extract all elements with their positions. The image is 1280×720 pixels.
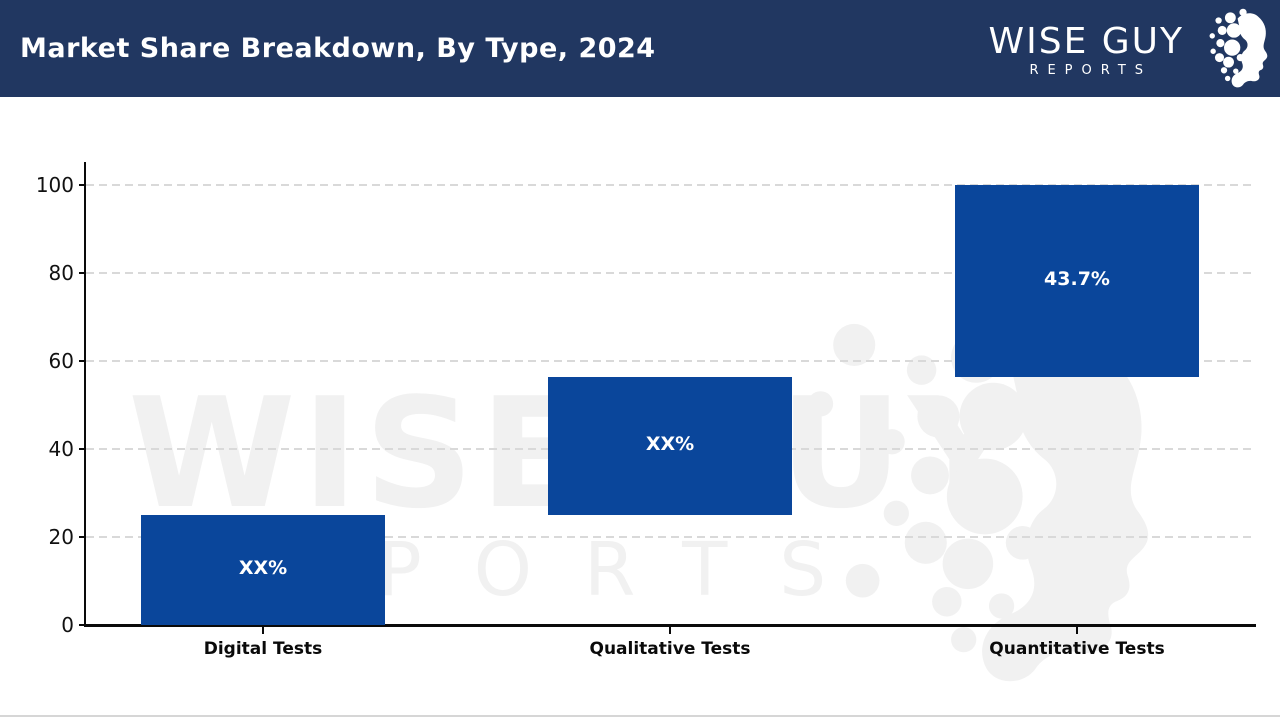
y-tick-label-40: 40 xyxy=(48,437,74,461)
gridline-80 xyxy=(86,272,1256,274)
y-tick-label-60: 60 xyxy=(48,349,74,373)
x-tick-label-quantitative-tests: Quantitative Tests xyxy=(989,639,1165,659)
logo-wordmark: WISE GUY xyxy=(988,20,1184,62)
y-tick-60 xyxy=(79,360,86,362)
gridline-20 xyxy=(86,536,1256,538)
page-title: Market Share Breakdown, By Type, 2024 xyxy=(20,33,656,64)
y-tick-20 xyxy=(79,536,86,538)
bar-digital-tests xyxy=(141,515,385,625)
x-tick-qualitative-tests xyxy=(669,627,671,634)
y-tick-100 xyxy=(79,184,86,186)
y-tick-80 xyxy=(79,272,86,274)
y-tick-label-100: 100 xyxy=(35,173,74,197)
x-tick-label-qualitative-tests: Qualitative Tests xyxy=(589,639,751,659)
logo-text: WISE GUY REPORTS xyxy=(989,21,1185,78)
bar-qualitative-tests xyxy=(548,377,792,515)
y-tick-40 xyxy=(79,448,86,450)
bottom-divider xyxy=(0,715,1280,717)
y-tick-0 xyxy=(79,624,86,626)
x-axis xyxy=(84,624,1256,627)
header-bar: Market Share Breakdown, By Type, 2024 WI… xyxy=(0,0,1280,97)
x-tick-label-digital-tests: Digital Tests xyxy=(203,639,323,659)
y-tick-label-80: 80 xyxy=(48,261,74,285)
bar-label-digital-tests: XX% xyxy=(238,557,288,579)
y-tick-label-20: 20 xyxy=(48,525,74,549)
bar-label-quantitative-tests: 43.7% xyxy=(1044,268,1110,291)
x-tick-quantitative-tests xyxy=(1076,627,1078,634)
x-tick-digital-tests xyxy=(262,627,264,634)
y-tick-label-0: 0 xyxy=(61,613,74,637)
y-axis xyxy=(84,162,86,627)
logo-face-icon xyxy=(1209,8,1268,88)
gridline-60 xyxy=(86,360,1256,362)
logo-subtext: REPORTS xyxy=(1029,62,1153,78)
bar-label-qualitative-tests: XX% xyxy=(645,433,695,456)
wiseguy-logo: WISE GUY REPORTS xyxy=(989,4,1273,94)
gridline-100 xyxy=(86,184,1256,186)
